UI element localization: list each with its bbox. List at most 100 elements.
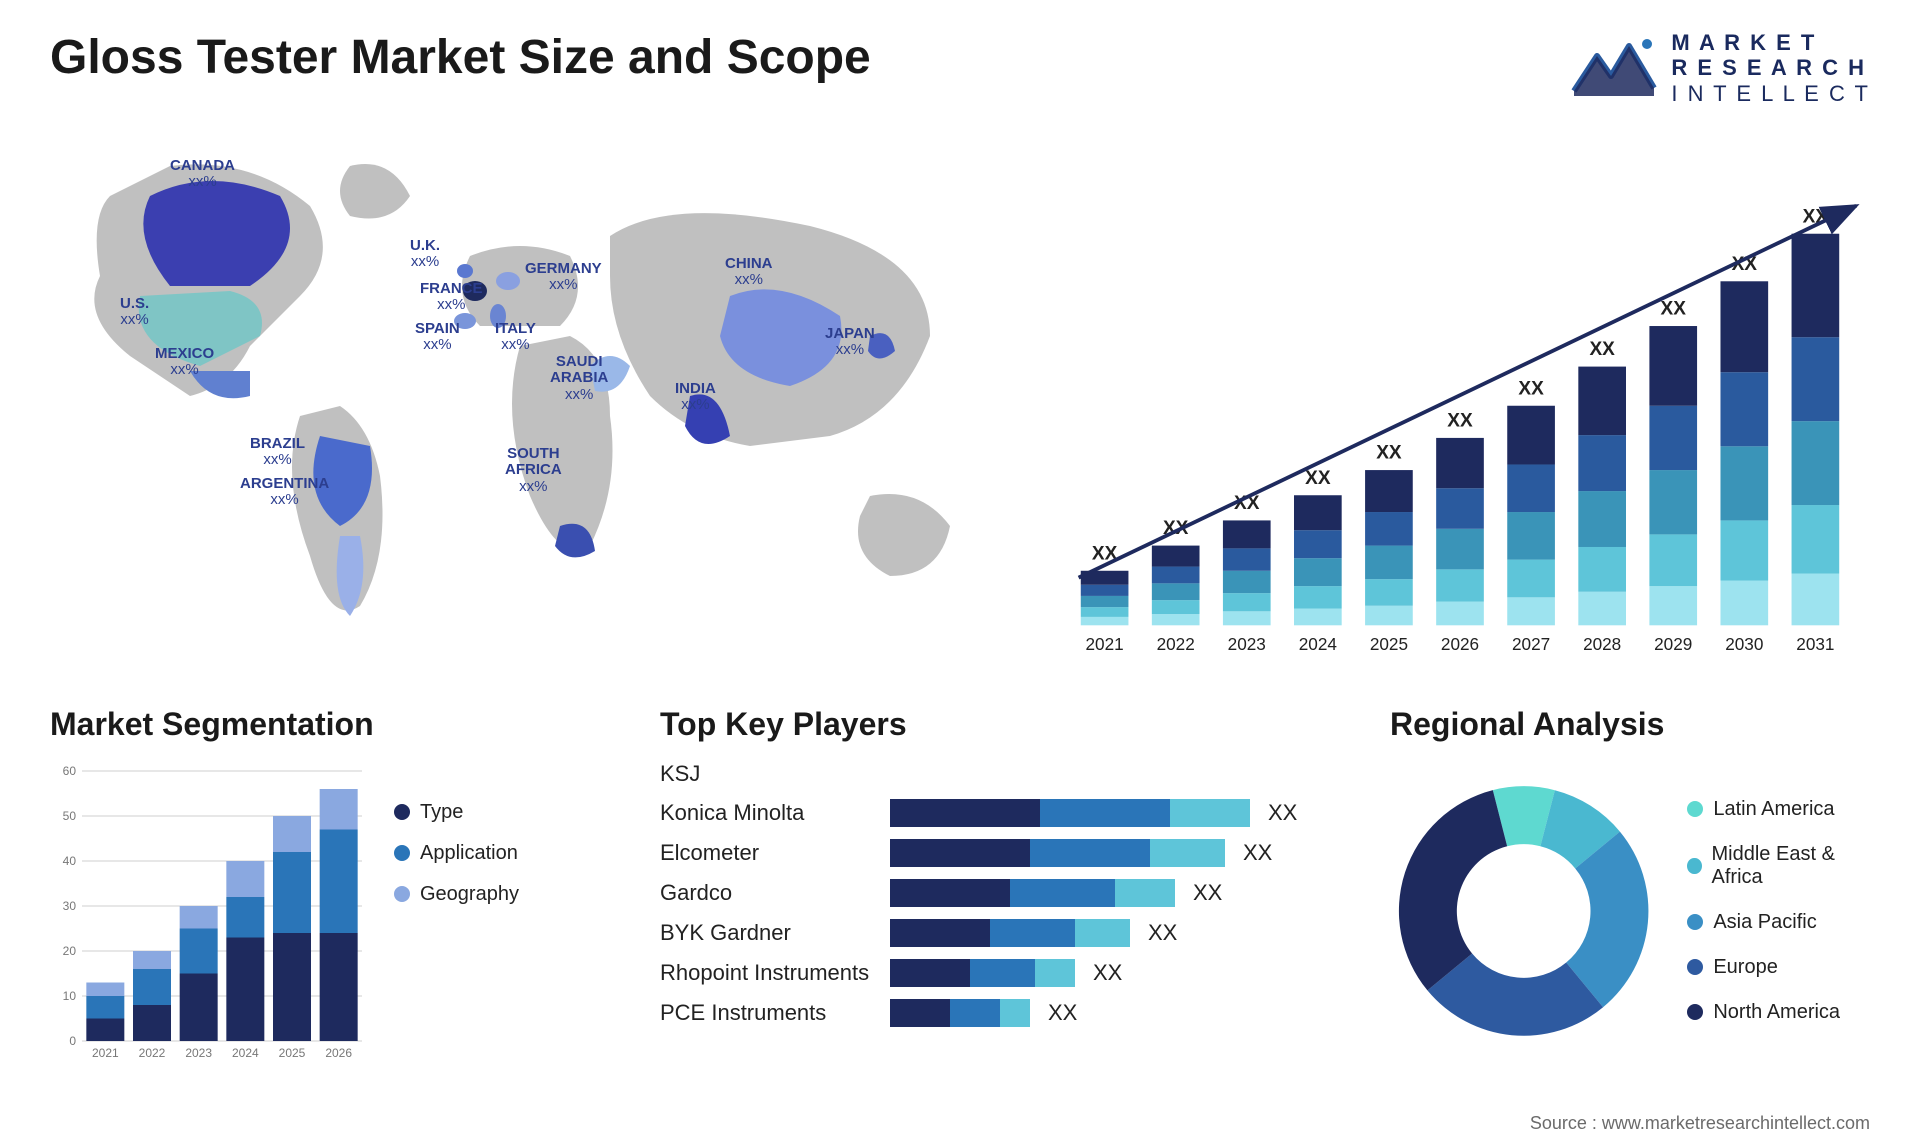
map-label: SOUTHAFRICAxx% — [505, 446, 562, 496]
map-label: SAUDIARABIAxx% — [550, 354, 608, 404]
growth-value-label: XX — [1589, 339, 1615, 360]
svg-text:2026: 2026 — [325, 1046, 352, 1060]
key-players-title: Top Key Players — [660, 706, 1340, 743]
key-players-list: KSJKonica MinoltaXXElcometerXXGardcoXXBY… — [660, 761, 1340, 1027]
growth-bar-segment — [1436, 438, 1484, 488]
regional-title: Regional Analysis — [1390, 706, 1870, 743]
logo-line3: I N T E L L E C T — [1671, 81, 1870, 106]
growth-bar-segment — [1152, 583, 1200, 600]
growth-year-label: 2023 — [1228, 634, 1266, 654]
growth-bar-segment — [1294, 495, 1342, 530]
seg-bar-segment — [180, 906, 218, 929]
growth-year-label: 2024 — [1299, 634, 1338, 654]
svg-text:2022: 2022 — [139, 1046, 166, 1060]
svg-text:2024: 2024 — [232, 1046, 259, 1060]
seg-bar-segment — [226, 937, 264, 1041]
map-label: JAPANxx% — [825, 326, 875, 359]
svg-text:2021: 2021 — [92, 1046, 119, 1060]
player-name: Rhopoint Instruments — [660, 960, 890, 986]
seg-bar-segment — [86, 996, 124, 1019]
map-label: FRANCExx% — [420, 281, 483, 314]
logo-icon — [1569, 36, 1659, 100]
map-label: CANADAxx% — [170, 158, 235, 191]
player-name: Gardco — [660, 880, 890, 906]
logo-line2: R E S E A R C H — [1671, 55, 1870, 80]
growth-bar-segment — [1578, 366, 1626, 435]
growth-bar-segment — [1223, 548, 1271, 570]
map-label: ITALYxx% — [495, 321, 536, 354]
seg-bar-segment — [273, 816, 311, 852]
growth-bar-segment — [1792, 234, 1840, 337]
segmentation-legend-item: Type — [394, 801, 519, 824]
regional-donut — [1390, 761, 1657, 1061]
player-row: Rhopoint Instruments XX — [660, 959, 1340, 987]
growth-bar-segment — [1081, 617, 1129, 625]
growth-bar-segment — [1792, 421, 1840, 505]
growth-bar-segment — [1365, 470, 1413, 512]
growth-bar-segment — [1365, 579, 1413, 606]
segmentation-legend: TypeApplicationGeography — [394, 761, 519, 1061]
growth-bar-segment — [1081, 607, 1129, 617]
growth-bar-segment — [1152, 600, 1200, 614]
growth-bar-segment — [1649, 326, 1697, 406]
seg-bar-segment — [180, 928, 218, 973]
player-bar — [890, 879, 1175, 907]
growth-bar-segment — [1507, 406, 1555, 465]
page-title: Gloss Tester Market Size and Scope — [50, 30, 871, 85]
regional-legend: Latin America Middle East & Africa Asia Pa… — [1687, 798, 1870, 1024]
player-value: XX — [1093, 960, 1122, 986]
growth-bar-segment — [1792, 505, 1840, 574]
player-name: KSJ — [660, 761, 890, 787]
world-map — [50, 136, 1010, 656]
growth-bar-segment — [1720, 580, 1768, 625]
player-row: KSJ — [660, 761, 1340, 787]
map-label: ARGENTINAxx% — [240, 476, 329, 509]
region-legend-item: Latin America — [1687, 798, 1870, 821]
region-legend-item: North America — [1687, 1001, 1870, 1024]
growth-bar-segment — [1720, 372, 1768, 446]
growth-chart: 2021XX2022XX2023XX2024XX2025XX2026XX2027… — [1050, 136, 1870, 676]
player-row: PCE InstrumentsXX — [660, 999, 1340, 1027]
player-value: XX — [1048, 1000, 1077, 1026]
seg-bar-segment — [320, 789, 358, 830]
growth-value-label: XX — [1661, 298, 1687, 319]
segmentation-legend-item: Application — [394, 842, 519, 865]
source-text: Source : www.marketresearchintellect.com — [1530, 1113, 1870, 1134]
svg-text:10: 10 — [63, 989, 77, 1003]
player-row: Gardco XX — [660, 879, 1340, 907]
map-label: SPAINxx% — [415, 321, 460, 354]
player-bar — [890, 839, 1225, 867]
growth-year-label: 2027 — [1512, 634, 1550, 654]
player-name: BYK Gardner — [660, 920, 890, 946]
player-row: ElcometerXX — [660, 839, 1340, 867]
map-label: INDIAxx% — [675, 381, 716, 414]
seg-bar-segment — [133, 1005, 171, 1041]
seg-bar-segment — [86, 1018, 124, 1041]
growth-bar-segment — [1294, 530, 1342, 558]
growth-bar-segment — [1578, 491, 1626, 547]
world-map-panel: CANADAxx%U.S.xx%MEXICOxx%BRAZILxx%ARGENT… — [50, 136, 1010, 676]
growth-year-label: 2029 — [1654, 634, 1692, 654]
growth-bar-segment — [1436, 601, 1484, 625]
growth-bar-segment — [1081, 585, 1129, 596]
player-name: Elcometer — [660, 840, 890, 866]
region-legend-item: Europe — [1687, 956, 1870, 979]
region-legend-item: Middle East & Africa — [1687, 843, 1870, 889]
player-bar — [890, 999, 1030, 1027]
growth-bar-segment — [1436, 529, 1484, 570]
growth-bar-segment — [1507, 512, 1555, 560]
growth-year-label: 2025 — [1370, 634, 1408, 654]
growth-year-label: 2022 — [1157, 634, 1195, 654]
growth-bar-segment — [1223, 593, 1271, 611]
region-legend-item: Asia Pacific — [1687, 911, 1870, 934]
growth-bar-segment — [1436, 488, 1484, 529]
map-label: CHINAxx% — [725, 256, 773, 289]
player-value: XX — [1193, 880, 1222, 906]
growth-bar-segment — [1152, 566, 1200, 583]
growth-value-label: XX — [1518, 378, 1544, 399]
growth-bar-segment — [1294, 586, 1342, 608]
svg-text:60: 60 — [63, 764, 77, 778]
regional-panel: Regional Analysis Latin America Middle Ea… — [1390, 706, 1870, 1086]
map-label: BRAZILxx% — [250, 436, 305, 469]
growth-bar-segment — [1792, 337, 1840, 421]
